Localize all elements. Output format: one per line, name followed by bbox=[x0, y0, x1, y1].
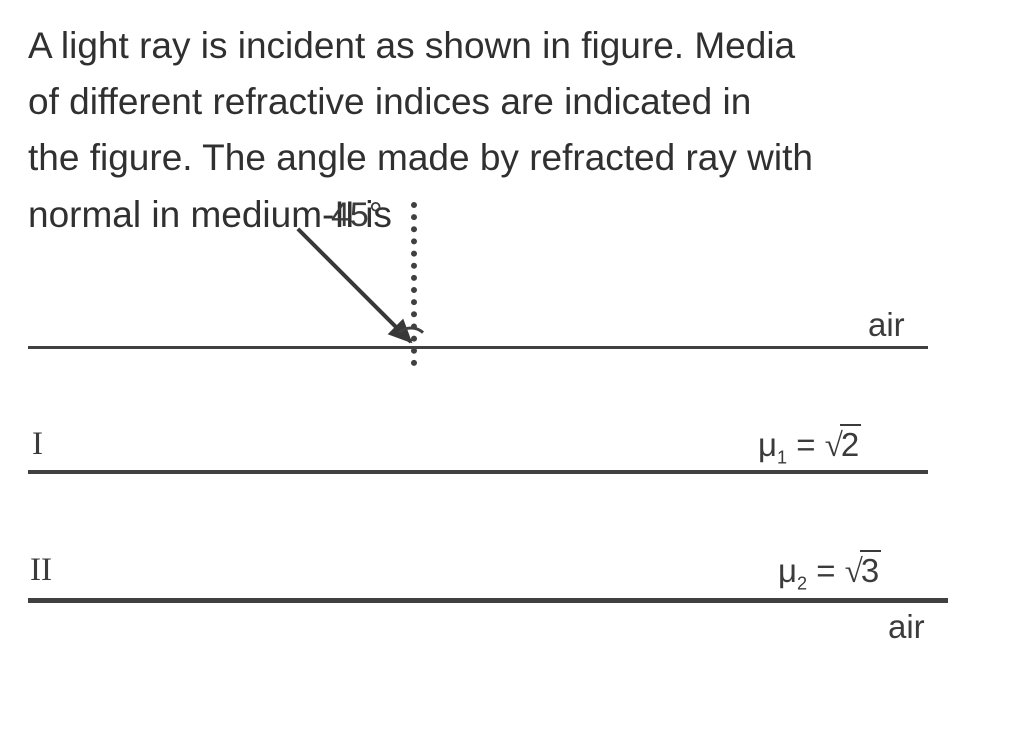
interface-medium1-medium2 bbox=[28, 470, 928, 474]
mu1-equals: = bbox=[787, 426, 825, 463]
question-line-2: of different refractive indices are indi… bbox=[28, 74, 996, 130]
mu2-sqrt: √3 bbox=[845, 552, 881, 591]
question-line-1: A light ray is incident as shown in figu… bbox=[28, 18, 996, 74]
mu1-sqrt: √2 bbox=[825, 426, 861, 465]
mu1-radicand: 2 bbox=[840, 424, 861, 463]
mu2-equals: = bbox=[807, 552, 845, 589]
label-medium-2-roman: II bbox=[30, 552, 52, 589]
angle-arc bbox=[381, 316, 441, 376]
question-line-4: normal in medium-II is bbox=[28, 187, 996, 243]
label-mu1: μ1 = √2 bbox=[758, 426, 861, 469]
mu1-subscript: 1 bbox=[777, 448, 787, 468]
refraction-figure: air I μ1 = √2 II μ2 = √3 air 45° bbox=[28, 250, 988, 710]
interface-air-medium1 bbox=[28, 346, 928, 349]
mu2-symbol: μ bbox=[778, 552, 797, 589]
label-mu2: μ2 = √3 bbox=[778, 552, 881, 595]
page: { "question": { "lines": [ "A light ray … bbox=[0, 0, 1024, 733]
interface-medium2-air bbox=[28, 598, 948, 603]
mu2-radicand: 3 bbox=[860, 550, 881, 589]
mu1-symbol: μ bbox=[758, 426, 777, 463]
label-air-top: air bbox=[868, 306, 905, 344]
question-text: A light ray is incident as shown in figu… bbox=[28, 18, 996, 243]
label-medium-1-roman: I bbox=[32, 426, 43, 463]
question-line-3: the figure. The angle made by refracted … bbox=[28, 130, 996, 186]
angle-label: 45° bbox=[331, 196, 382, 235]
label-air-bottom: air bbox=[888, 608, 925, 646]
mu2-subscript: 2 bbox=[797, 574, 807, 594]
